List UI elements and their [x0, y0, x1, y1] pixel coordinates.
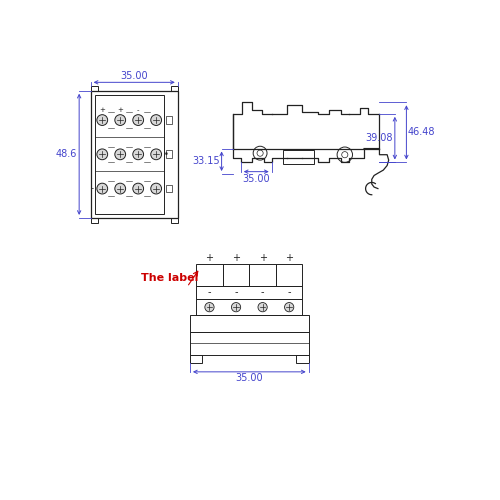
Circle shape — [97, 183, 108, 194]
Text: -: - — [208, 288, 211, 298]
Bar — [166, 184, 172, 192]
Circle shape — [151, 183, 162, 194]
Text: +: + — [118, 107, 123, 113]
Bar — [166, 116, 172, 124]
Bar — [196, 264, 223, 285]
Text: -: - — [288, 288, 291, 298]
Text: +: + — [232, 252, 240, 262]
Bar — [190, 332, 308, 355]
Circle shape — [232, 302, 240, 312]
Circle shape — [258, 302, 267, 312]
Circle shape — [97, 114, 108, 126]
Circle shape — [151, 149, 162, 160]
Bar — [94, 94, 164, 214]
Text: -: - — [91, 184, 94, 193]
Circle shape — [97, 149, 108, 160]
Bar — [196, 300, 302, 315]
Circle shape — [115, 149, 126, 160]
Text: 35.00: 35.00 — [242, 174, 270, 184]
Text: •: • — [164, 150, 168, 159]
Bar — [190, 315, 308, 332]
Circle shape — [151, 114, 162, 126]
Bar — [171, 218, 177, 223]
Text: 35.00: 35.00 — [120, 71, 148, 81]
Text: 39.08: 39.08 — [366, 133, 394, 143]
Bar — [283, 150, 314, 164]
Text: -: - — [234, 288, 238, 298]
Text: +: + — [100, 107, 105, 113]
Circle shape — [205, 302, 214, 312]
Bar — [250, 264, 276, 285]
Bar — [90, 86, 98, 91]
Text: 33.15: 33.15 — [192, 156, 220, 166]
Bar — [171, 86, 177, 91]
Text: The label: The label — [141, 274, 198, 283]
Text: +: + — [285, 252, 293, 262]
Bar — [276, 264, 302, 285]
Circle shape — [133, 114, 143, 126]
Circle shape — [115, 114, 126, 126]
Circle shape — [133, 183, 143, 194]
Bar — [196, 286, 302, 300]
Text: 46.48: 46.48 — [408, 128, 436, 138]
Circle shape — [115, 183, 126, 194]
Bar — [190, 355, 202, 362]
Text: +: + — [258, 252, 266, 262]
Circle shape — [133, 149, 143, 160]
Text: -: - — [261, 288, 264, 298]
Bar — [296, 355, 308, 362]
Text: 48.6: 48.6 — [56, 150, 77, 160]
Bar — [166, 150, 172, 158]
Text: 35.00: 35.00 — [236, 374, 263, 384]
Bar — [90, 91, 178, 218]
Circle shape — [284, 302, 294, 312]
Bar — [90, 218, 98, 223]
Bar — [223, 264, 250, 285]
Text: +: + — [206, 252, 214, 262]
Text: -: - — [137, 107, 140, 113]
